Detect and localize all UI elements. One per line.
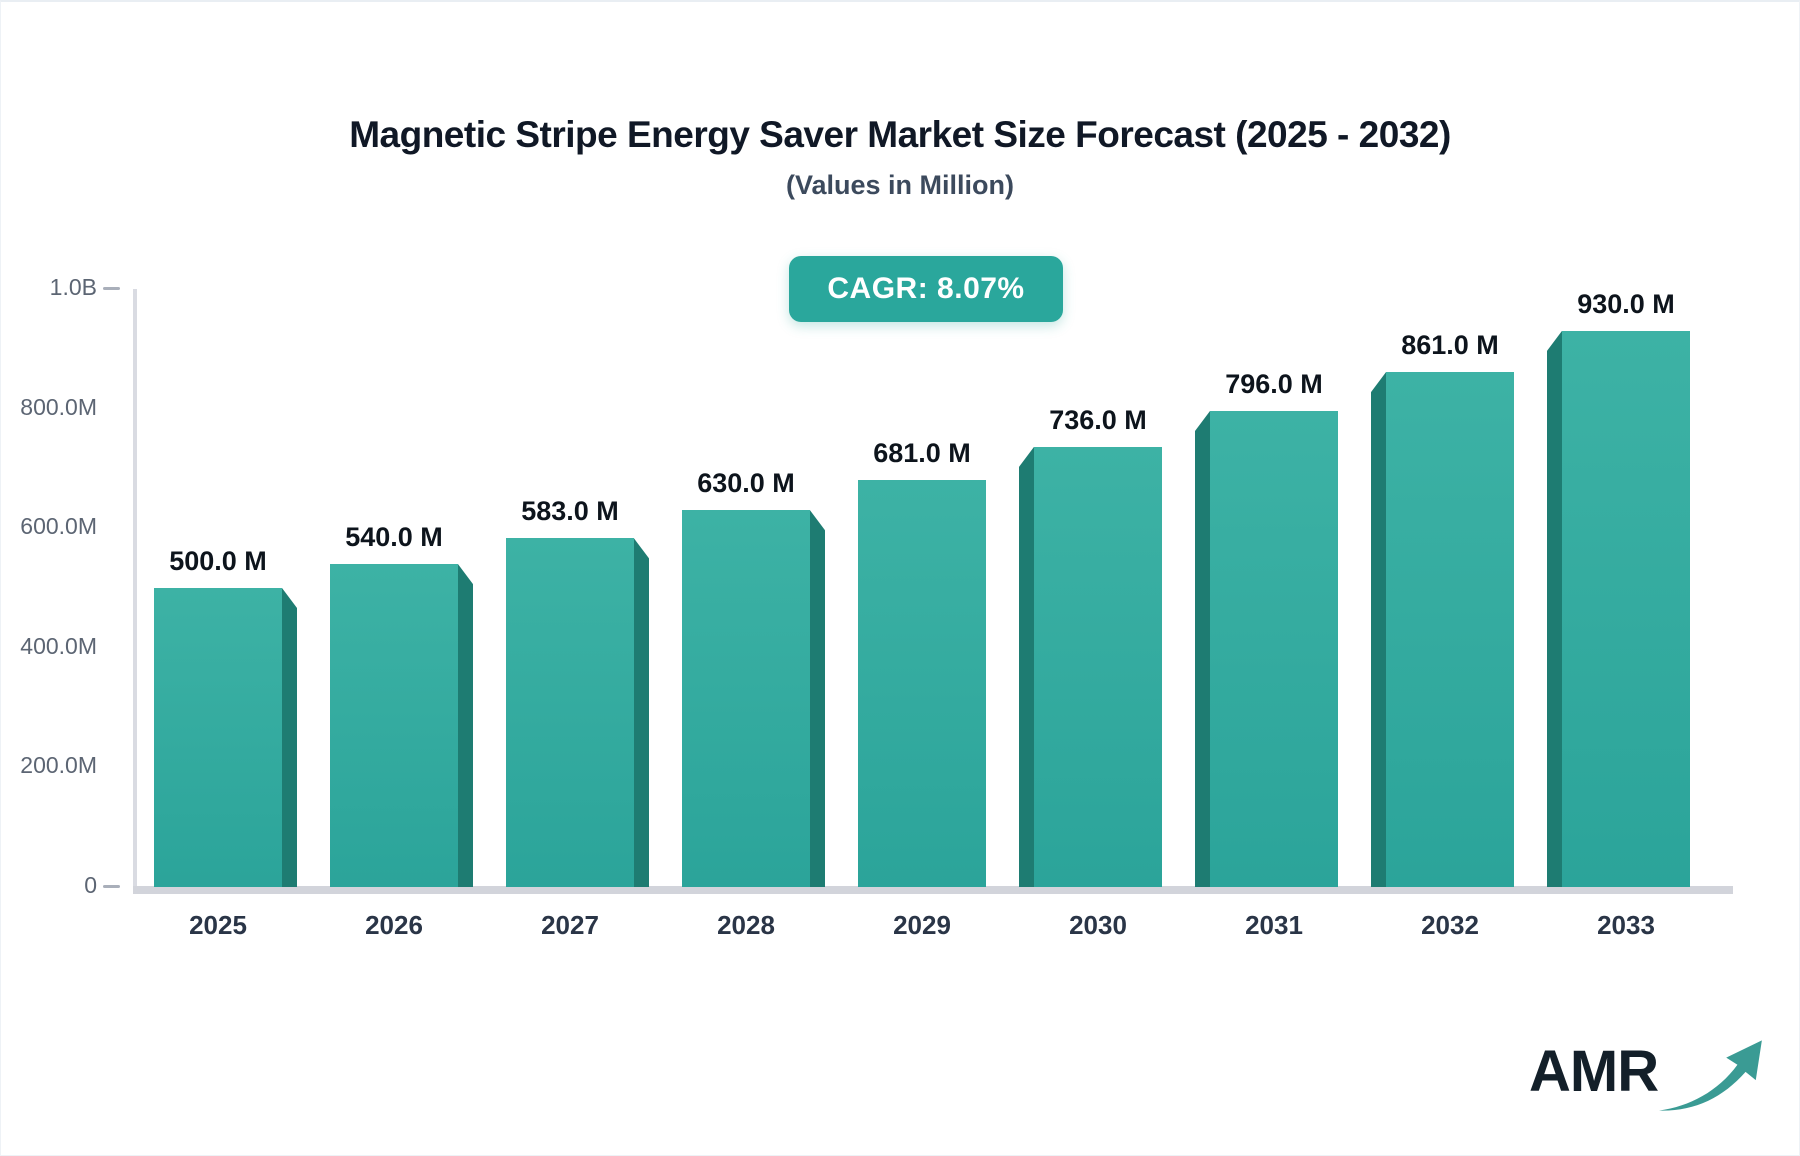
bar-side	[634, 538, 649, 887]
y-axis-tick-label: 200.0M	[20, 752, 97, 779]
y-axis-line	[133, 289, 137, 894]
bar-face	[1386, 372, 1514, 887]
bar-side	[1371, 372, 1386, 887]
bar-side	[810, 510, 825, 887]
x-axis-label: 2033	[1597, 910, 1655, 940]
x-axis-label: 2025	[189, 910, 247, 940]
bar-face	[330, 564, 458, 887]
bar-value-label: 583.0 M	[521, 496, 619, 527]
x-axis-label: 2031	[1245, 910, 1303, 940]
amr-logo-text: AMR	[1529, 1039, 1659, 1104]
x-axis-label: 2029	[893, 910, 951, 940]
y-axis-tick-label: 800.0M	[20, 393, 97, 420]
bar-value-label: 796.0 M	[1225, 368, 1323, 399]
x-axis-label: 2030	[1069, 910, 1127, 940]
bar-face	[506, 538, 634, 887]
bar-face	[1562, 330, 1690, 887]
y-axis-tick-mark	[103, 885, 120, 888]
bar-side	[458, 564, 473, 887]
bar-side	[1195, 410, 1210, 887]
bar-value-label: 540.0 M	[345, 522, 443, 553]
x-axis-baseline	[133, 886, 1733, 894]
x-axis-label: 2028	[717, 910, 775, 940]
y-axis-tick-label: 400.0M	[20, 632, 97, 659]
y-axis-tick-label: 1.0B	[49, 274, 97, 300]
amr-logo-arrow-icon	[1659, 1040, 1762, 1111]
bar-face	[682, 510, 810, 887]
bar-value-label: 681.0 M	[873, 437, 971, 468]
bar-face	[858, 479, 986, 887]
x-axis-label: 2032	[1421, 910, 1479, 940]
bar-side	[282, 588, 297, 887]
bar-face	[154, 588, 282, 887]
bar-side	[1547, 330, 1562, 887]
cagr-badge: CAGR: 8.07%	[789, 256, 1063, 322]
bar-value-label: 930.0 M	[1577, 288, 1675, 319]
amr-logo: AMR	[1529, 1034, 1762, 1124]
bar-value-label: 500.0 M	[169, 546, 267, 576]
bar-value-label: 861.0 M	[1401, 330, 1499, 361]
x-axis-label: 2027	[541, 910, 599, 940]
bar-value-label: 630.0 M	[697, 468, 795, 499]
y-axis-tick-label: 0	[84, 872, 97, 898]
y-axis-tick-label: 600.0M	[20, 513, 97, 540]
bar-face	[1034, 446, 1162, 887]
chart-title: Magnetic Stripe Energy Saver Market Size…	[349, 114, 1451, 155]
chart-subtitle: (Values in Million)	[785, 170, 1015, 200]
y-axis-tick-mark	[103, 287, 120, 290]
x-axis-label: 2026	[365, 910, 423, 940]
cagr-badge-label: CAGR: 8.07%	[827, 272, 1025, 305]
bar-side	[1019, 446, 1034, 887]
bar-value-label: 736.0 M	[1049, 404, 1147, 435]
bar-face	[1210, 410, 1338, 887]
